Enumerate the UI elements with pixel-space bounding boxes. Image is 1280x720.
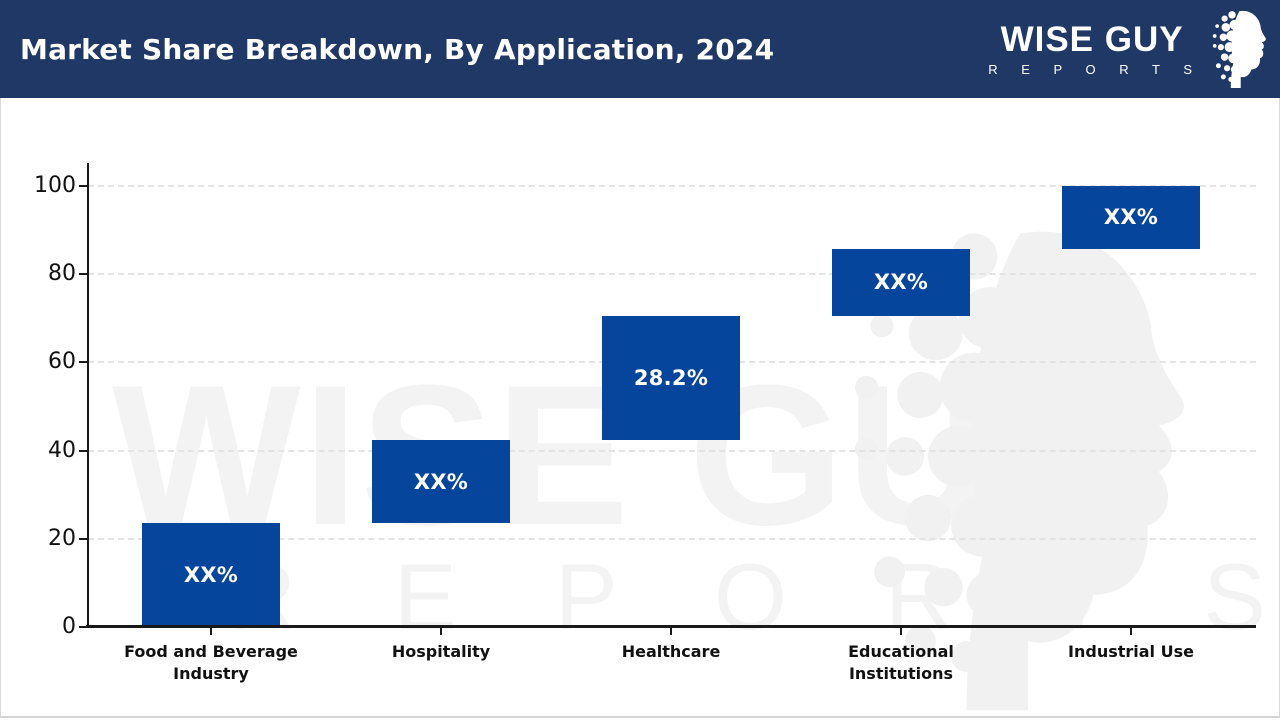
y-tick-mark <box>79 449 87 452</box>
bar-segment: 28.2% <box>602 316 740 441</box>
bar-value-label: XX% <box>183 563 239 588</box>
y-tick-label: 60 <box>48 349 76 375</box>
logo-subtitle: R E P O R T S <box>988 61 1202 77</box>
y-tick-label: 80 <box>48 261 76 287</box>
logo-head-icon <box>1206 7 1268 91</box>
x-axis-spine <box>86 625 1256 628</box>
y-tick-mark <box>79 273 87 276</box>
x-tick-mark <box>440 628 442 635</box>
bar-value-label: XX% <box>413 469 469 494</box>
y-tick-label: 0 <box>62 614 76 639</box>
x-category-label: Industrial Use <box>1068 642 1194 661</box>
x-tick-mark <box>210 628 212 635</box>
header-bar: Market Share Breakdown, By Application, … <box>0 0 1280 98</box>
bar-segment: XX% <box>372 440 510 524</box>
x-category-label: Food and Beverage Industry <box>124 642 298 683</box>
x-category-label: Hospitality <box>391 642 491 661</box>
y-tick-label: 40 <box>48 437 76 463</box>
y-tick-mark <box>79 361 87 364</box>
page-title: Market Share Breakdown, By Application, … <box>20 32 775 66</box>
bar-value-label: 28.2% <box>633 366 709 391</box>
y-tick-mark <box>79 537 87 540</box>
x-tick-mark <box>900 628 902 635</box>
y-gridline <box>88 273 1256 276</box>
bar-segment: XX% <box>1062 186 1200 249</box>
y-tick-label: 20 <box>48 525 76 551</box>
y-tick-mark <box>79 185 87 187</box>
y-tick-label: 100 <box>34 173 76 198</box>
logo-name: WISE GUY <box>1000 19 1184 59</box>
y-tick-mark <box>79 626 87 628</box>
y-gridline <box>88 185 1256 187</box>
y-axis-spine <box>87 163 89 628</box>
bar-segment: XX% <box>142 523 280 627</box>
bar-segment: XX% <box>832 248 970 317</box>
x-tick-mark <box>670 628 672 635</box>
x-category-label: Healthcare <box>621 642 721 661</box>
bar-value-label: XX% <box>1103 205 1159 230</box>
y-gridline <box>88 449 1256 452</box>
wiseguy-logo: WISE GUY R E P O R T S <box>982 5 1268 93</box>
y-gridline <box>88 537 1256 540</box>
x-tick-mark <box>1130 628 1132 635</box>
logo-text: WISE GUY R E P O R T S <box>982 22 1202 77</box>
bar-value-label: XX% <box>873 270 929 295</box>
x-category-label: Educational Institutions <box>848 642 954 683</box>
